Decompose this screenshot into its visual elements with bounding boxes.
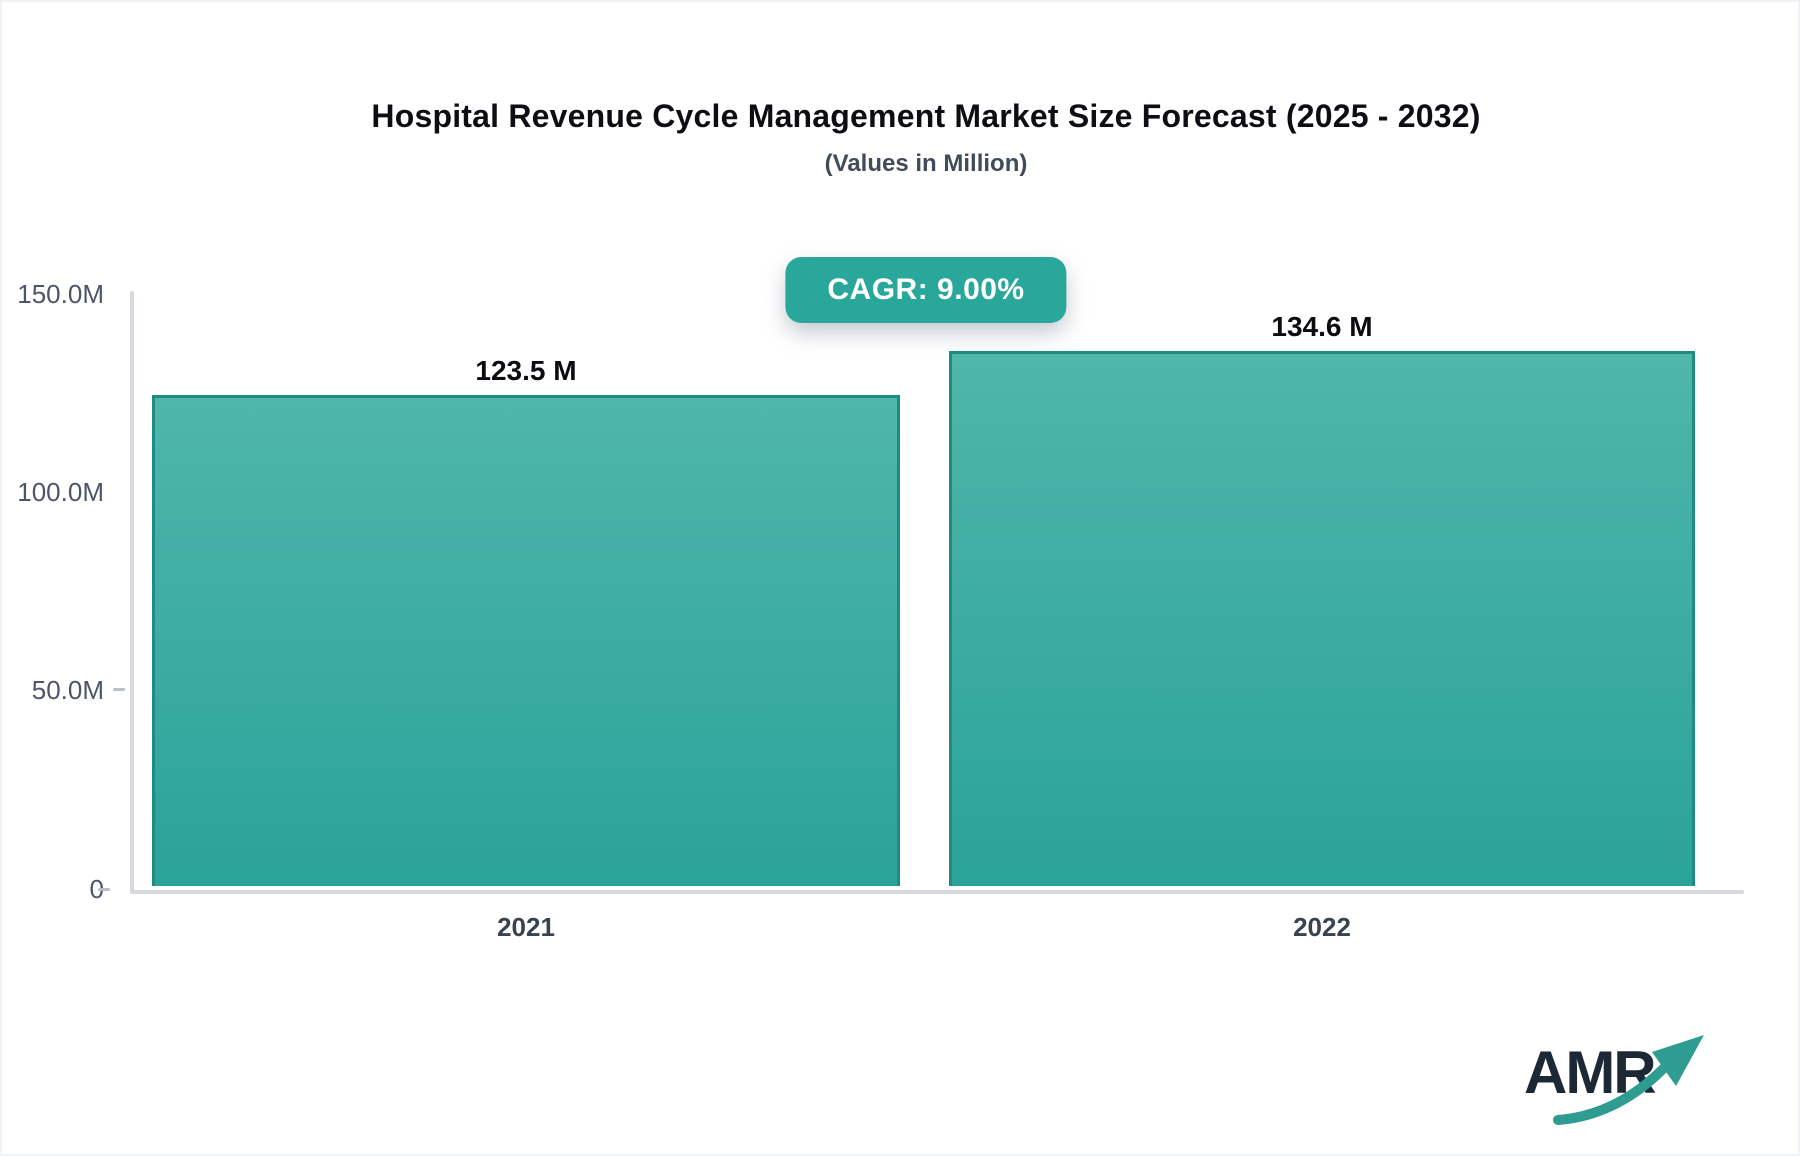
growth-arrow-icon — [1553, 1035, 1704, 1125]
x-axis-line — [130, 890, 1744, 894]
x-axis-label-2022: 2022 — [1293, 912, 1351, 942]
y-axis-tick-mark — [98, 888, 110, 891]
amr-logo: AMR — [1524, 1030, 1724, 1130]
y-axis-tick-label: 100.0M — [17, 477, 104, 507]
y-axis-line — [130, 291, 134, 894]
y-axis-tick-label: 0 — [89, 874, 104, 904]
cagr-badge: CAGR: 9.00% — [785, 257, 1067, 323]
x-axis-label-2021: 2021 — [497, 912, 555, 942]
bar-value-label: 134.6 M — [1271, 311, 1373, 342]
chart-title: Hospital Revenue Cycle Management Market… — [371, 98, 1481, 134]
bar-2022[interactable] — [949, 351, 1695, 886]
bar-2021[interactable] — [152, 395, 900, 886]
plot-area: 123.5 M 134.6 M 2021 2022 — [132, 294, 1744, 942]
y-axis-tick-mark — [113, 688, 125, 691]
y-axis-tick-label: 150.0M — [17, 279, 104, 309]
y-axis-tick-label: 50.0M — [31, 675, 104, 705]
bar-value-label: 123.5 M — [475, 355, 577, 386]
chart-subtitle: (Values in Million) — [824, 150, 1028, 177]
